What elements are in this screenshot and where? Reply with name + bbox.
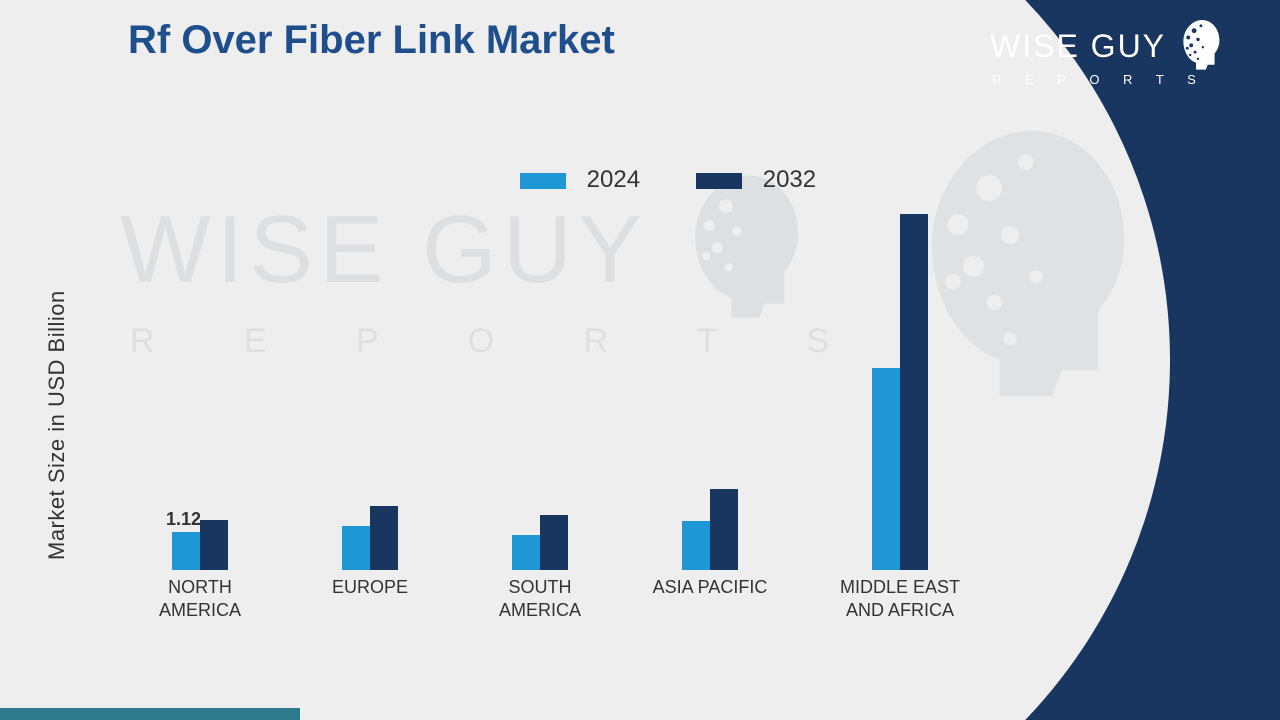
bar-value-label: 1.12 <box>166 509 201 530</box>
brand-logo-main: WISE GUY <box>990 28 1166 65</box>
y-axis-label: Market Size in USD Billion <box>44 290 70 560</box>
category-label-sa: SOUTH AMERICA <box>470 576 610 621</box>
bar-2024-mea <box>872 368 900 570</box>
legend-item-2032: 2032 <box>696 166 816 194</box>
bar-2032-eu <box>370 506 398 570</box>
bar-2024-na: 1.12 <box>172 532 200 570</box>
bar-2024-eu <box>342 526 370 570</box>
chart-plot-area: 1.12NORTH AMERICAEUROPESOUTH AMERICAASIA… <box>100 200 980 570</box>
legend-swatch-2032 <box>696 173 742 189</box>
bar-pair <box>342 506 398 570</box>
category-label-na: NORTH AMERICA <box>130 576 270 621</box>
legend-item-2024: 2024 <box>520 166 640 194</box>
brand-logo: WISE GUY R E P O R T S <box>990 18 1250 87</box>
brand-head-icon <box>1172 18 1224 74</box>
brand-logo-sub: R E P O R T S <box>992 72 1250 87</box>
bar-pair <box>682 489 738 570</box>
bar-2024-ap <box>682 521 710 570</box>
chart-title: Rf Over Fiber Link Market <box>128 18 615 63</box>
legend-label-2024: 2024 <box>587 166 640 193</box>
bar-2032-mea <box>900 214 928 570</box>
legend-label-2032: 2032 <box>763 166 816 193</box>
bar-pair: 1.12 <box>172 520 228 570</box>
bar-pair <box>512 515 568 570</box>
bar-pair <box>872 214 928 570</box>
legend-swatch-2024 <box>520 173 566 189</box>
chart-stage: WISE GUY R E P O R T S Rf Over Fiber Lin… <box>0 0 1280 720</box>
bottom-accent-strip <box>0 708 300 720</box>
bar-2032-ap <box>710 489 738 570</box>
category-label-eu: EUROPE <box>300 576 440 599</box>
category-label-mea: MIDDLE EAST AND AFRICA <box>830 576 970 621</box>
bar-2032-sa <box>540 515 568 570</box>
legend: 2024 2032 <box>520 166 816 194</box>
bar-2024-sa <box>512 535 540 570</box>
category-label-ap: ASIA PACIFIC <box>640 576 780 599</box>
bar-2032-na <box>200 520 228 570</box>
